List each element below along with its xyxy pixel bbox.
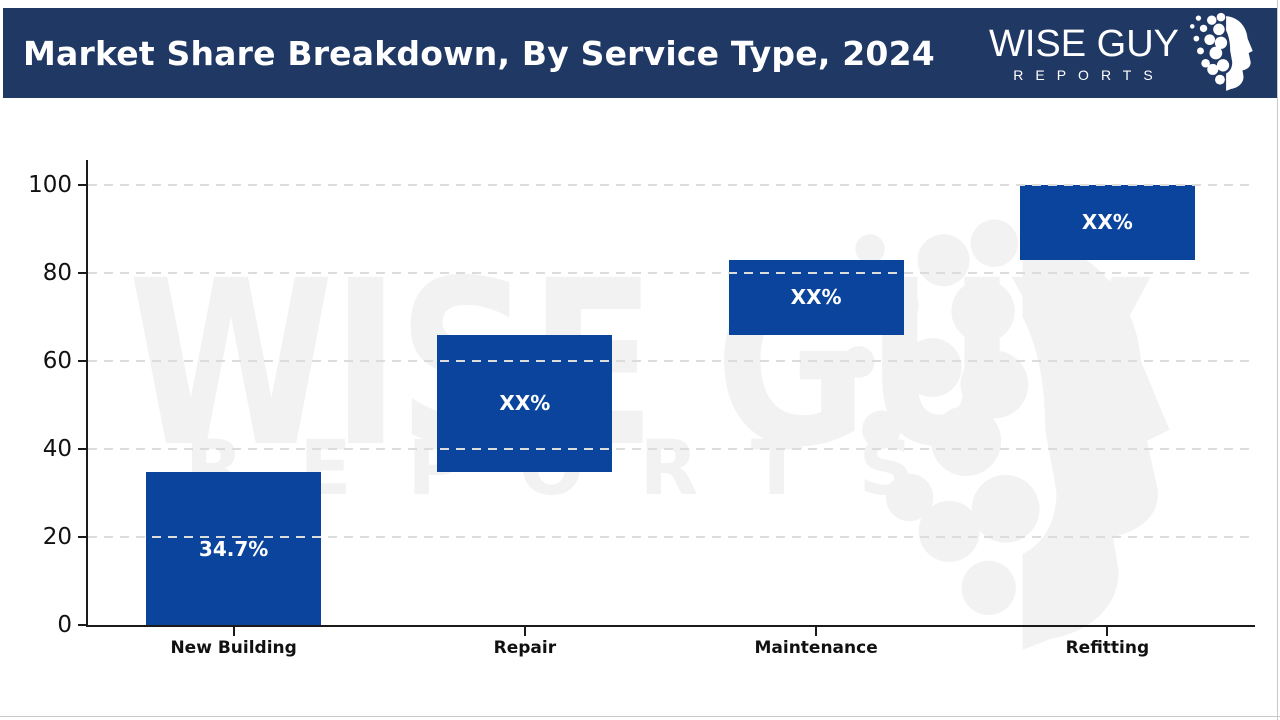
x-tick-new-building bbox=[232, 627, 235, 636]
x-tick-repair bbox=[523, 627, 526, 636]
x-axis-label-repair: Repair bbox=[493, 638, 557, 658]
y-tick-100 bbox=[78, 184, 87, 186]
y-tick-label-20: 20 bbox=[42, 524, 72, 550]
y-tick-label-100: 100 bbox=[28, 172, 72, 198]
chart-title: Market Share Breakdown, By Service Type,… bbox=[23, 33, 935, 73]
canvas-border-right bbox=[1277, 0, 1278, 720]
logo-wordmark: WISE GUY REPORTS bbox=[989, 25, 1179, 82]
wiseguy-logo: WISE GUY REPORTS bbox=[989, 12, 1259, 94]
y-axis-line bbox=[86, 160, 88, 627]
logo-brand-subtitle: REPORTS bbox=[1013, 66, 1165, 83]
x-tick-maintenance bbox=[815, 627, 818, 636]
canvas-border-bottom bbox=[0, 716, 1280, 717]
x-axis-label-new-building: New Building bbox=[170, 638, 297, 658]
y-tick-80 bbox=[78, 272, 87, 274]
gridline-100 bbox=[88, 184, 1253, 186]
gridline-80 bbox=[88, 272, 1253, 274]
y-tick-label-40: 40 bbox=[42, 436, 72, 462]
header-bar: Market Share Breakdown, By Service Type,… bbox=[3, 8, 1277, 98]
gridline-60 bbox=[88, 360, 1253, 362]
y-tick-0 bbox=[78, 624, 87, 626]
x-axis-label-maintenance: Maintenance bbox=[754, 638, 878, 658]
y-tick-20 bbox=[78, 536, 87, 538]
y-tick-60 bbox=[78, 360, 87, 362]
x-axis-label-refitting: Refitting bbox=[1065, 638, 1150, 658]
x-axis-line bbox=[86, 625, 1255, 627]
bar-value-label-repair: XX% bbox=[499, 391, 551, 416]
bar-value-label-refitting: XX% bbox=[1081, 210, 1133, 235]
x-tick-refitting bbox=[1106, 627, 1109, 636]
logo-head-icon bbox=[1190, 12, 1253, 91]
y-tick-label-80: 80 bbox=[42, 260, 72, 286]
y-tick-label-0: 0 bbox=[57, 612, 72, 638]
bar-new-building bbox=[146, 472, 321, 625]
y-tick-40 bbox=[78, 448, 87, 450]
y-tick-label-60: 60 bbox=[42, 348, 72, 374]
bar-value-label-maintenance: XX% bbox=[790, 285, 842, 310]
bar-value-label-new-building: 34.7% bbox=[198, 536, 269, 561]
gridline-20 bbox=[88, 536, 1253, 538]
gridline-40 bbox=[88, 448, 1253, 450]
logo-brand-name: WISE GUY bbox=[988, 22, 1179, 65]
